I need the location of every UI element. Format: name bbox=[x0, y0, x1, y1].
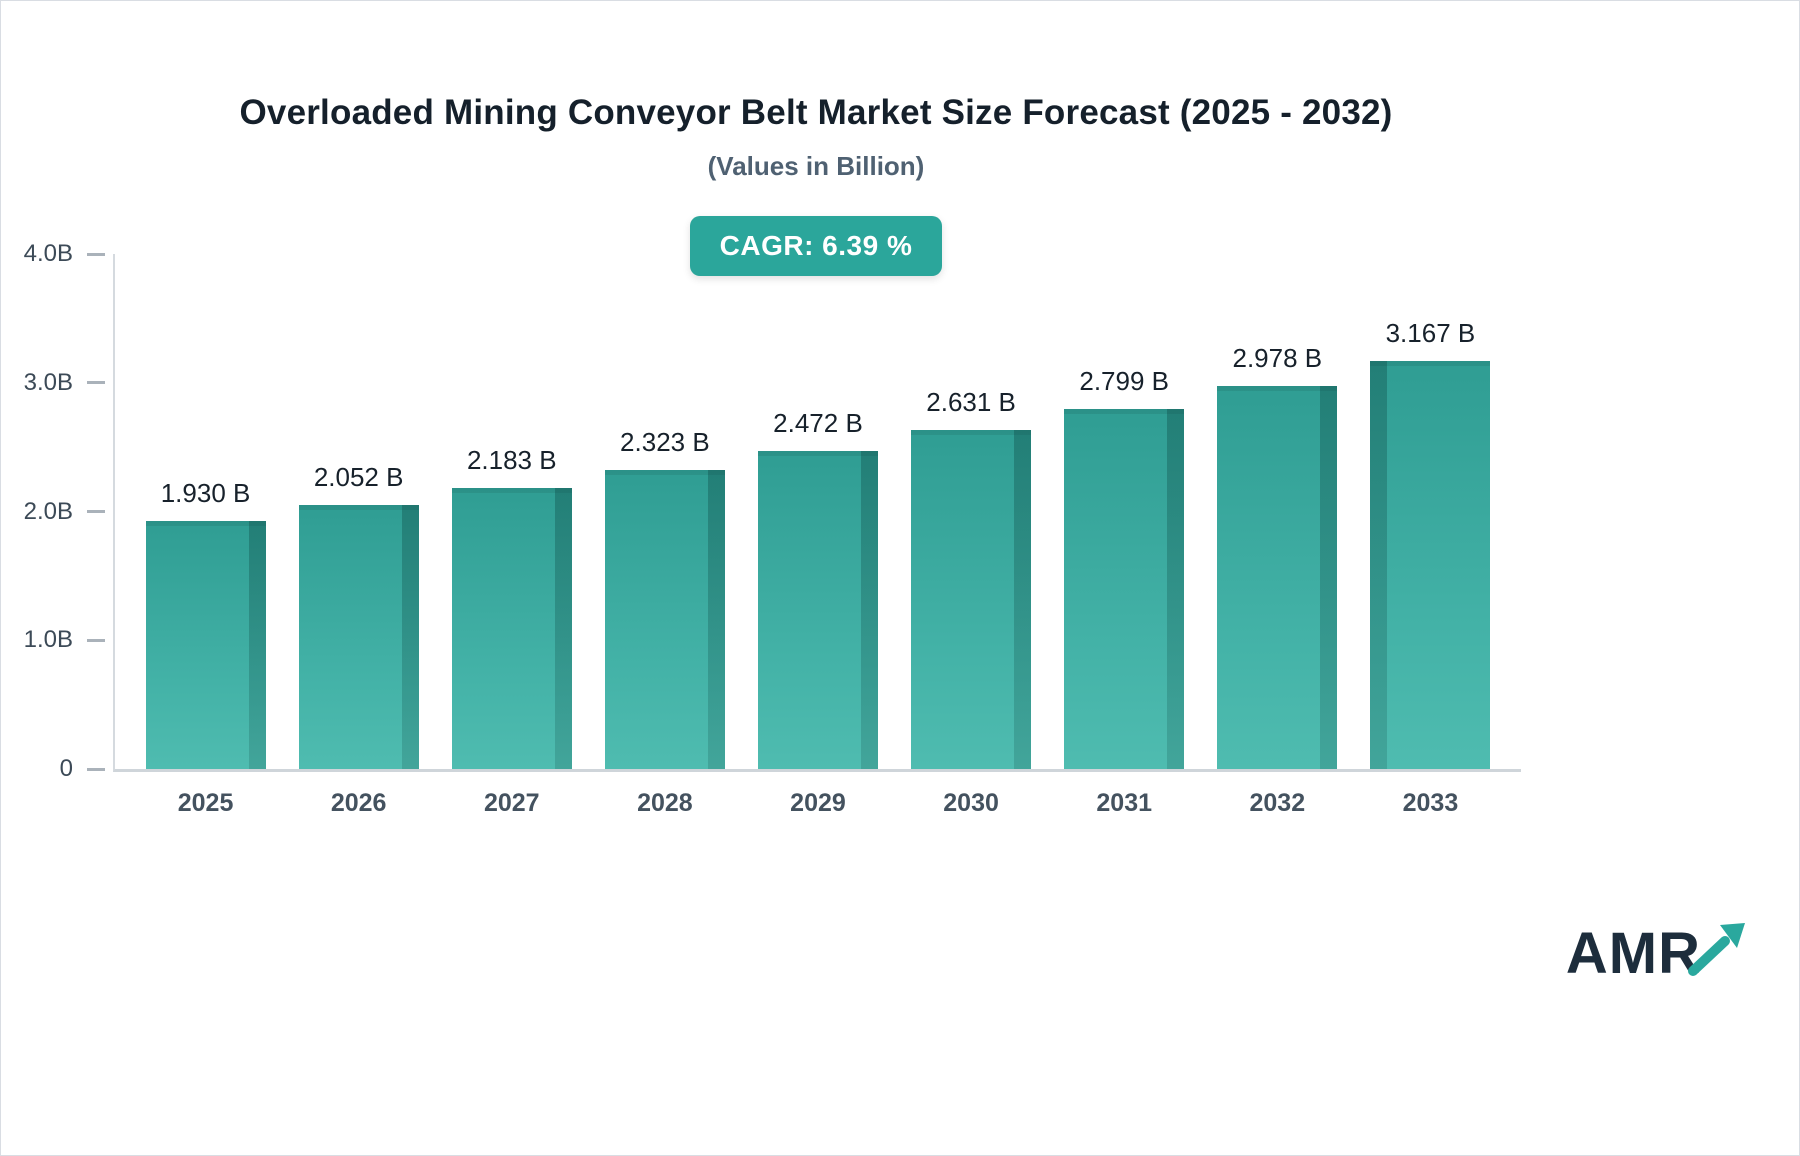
x-axis-label: 2033 bbox=[1402, 789, 1459, 817]
bar-group: 2.799 B 2031 bbox=[1049, 254, 1199, 817]
bar-group: 2.323 B 2028 bbox=[590, 254, 740, 817]
y-tick-label: 1.0B bbox=[23, 626, 73, 654]
y-tick-dash bbox=[87, 510, 105, 513]
bar-group: 2.052 B 2026 bbox=[284, 254, 434, 817]
bar bbox=[1370, 361, 1491, 769]
bar-group: 1.930 B 2025 bbox=[131, 254, 281, 817]
bar-side-shade bbox=[554, 487, 572, 769]
bar-value-label: 2.472 B bbox=[773, 407, 863, 438]
x-axis-label: 2029 bbox=[790, 789, 846, 817]
x-axis-label: 2030 bbox=[943, 789, 999, 817]
bars: 1.930 B 2025 2.052 B 2026 2.183 B 2027 2.323 B… bbox=[115, 254, 1521, 817]
bar-value-label: 2.052 B bbox=[313, 461, 404, 492]
bar bbox=[1217, 385, 1338, 769]
bar-side-shade bbox=[860, 450, 878, 769]
bar bbox=[604, 469, 725, 769]
bar-value-label: 2.799 B bbox=[1079, 365, 1170, 396]
x-axis-label: 2031 bbox=[1096, 789, 1153, 817]
y-axis-tick: 2.0B bbox=[1, 497, 105, 526]
x-axis-label: 2025 bbox=[177, 789, 234, 817]
bar-group: 2.472 B 2029 bbox=[743, 254, 893, 817]
bar bbox=[757, 450, 878, 769]
y-axis-tick: 3.0B bbox=[1, 368, 105, 397]
y-axis-tick: 1.0B bbox=[1, 626, 105, 654]
y-tick-dash bbox=[87, 767, 105, 771]
y-axis-tick: 0 bbox=[1, 755, 105, 783]
bar bbox=[145, 520, 266, 769]
bar-value-label: 2.323 B bbox=[620, 426, 710, 457]
y-tick-dash bbox=[87, 638, 105, 642]
bar bbox=[451, 487, 572, 769]
y-tick-dash bbox=[87, 252, 105, 256]
bar-value-label: 2.631 B bbox=[926, 387, 1016, 418]
bar-value-label: 2.978 B bbox=[1232, 342, 1323, 373]
bar-value-label: 2.183 B bbox=[466, 444, 557, 475]
x-axis-label: 2026 bbox=[330, 789, 387, 817]
bar-group: 2.978 B 2032 bbox=[1202, 254, 1352, 817]
bar-side-shade bbox=[1320, 385, 1338, 769]
bar-group: 3.167 B 2033 bbox=[1355, 254, 1505, 817]
bar bbox=[911, 430, 1032, 769]
y-tick-label: 4.0B bbox=[23, 240, 73, 267]
bar-side-shade bbox=[248, 520, 266, 769]
bar-side-shade bbox=[1167, 408, 1185, 769]
bar-side-shade bbox=[401, 504, 419, 769]
y-tick-label: 0 bbox=[59, 755, 73, 782]
cagr-badge: CAGR: 6.39 % bbox=[689, 216, 943, 276]
bar bbox=[1064, 408, 1185, 769]
y-tick-label: 2.0B bbox=[23, 497, 73, 525]
bar-value-label: 1.930 B bbox=[160, 477, 251, 508]
plot-area: 1.930 B 2025 2.052 B 2026 2.183 B 2027 2.323 B… bbox=[24, 240, 1521, 817]
amr-logo-text: AMR bbox=[1565, 921, 1701, 986]
bar-side-shade bbox=[1370, 361, 1388, 769]
bar-value-label: 3.167 B bbox=[1385, 318, 1476, 349]
trend-arrow-icon bbox=[1688, 922, 1745, 976]
chart-subtitle: (Values in Billion) bbox=[707, 151, 925, 181]
amr-logo: AMR bbox=[1566, 920, 1749, 987]
y-tick-dash bbox=[87, 381, 105, 385]
x-axis-label: 2027 bbox=[483, 789, 540, 817]
x-axis-label: 2028 bbox=[637, 789, 693, 817]
bar bbox=[298, 504, 419, 769]
y-axis-tick: 4.0B bbox=[1, 240, 105, 268]
bar-group: 2.631 B 2030 bbox=[896, 254, 1046, 817]
bar-side-shade bbox=[1014, 430, 1032, 769]
bar-side-shade bbox=[707, 469, 725, 769]
chart-header: Overloaded Mining Conveyor Belt Market S… bbox=[1, 93, 1631, 276]
bar-group: 2.183 B 2027 bbox=[437, 254, 587, 817]
x-axis-label: 2032 bbox=[1249, 789, 1306, 817]
y-tick-label: 3.0B bbox=[23, 368, 73, 396]
chart-title: Overloaded Mining Conveyor Belt Market S… bbox=[239, 93, 1393, 132]
